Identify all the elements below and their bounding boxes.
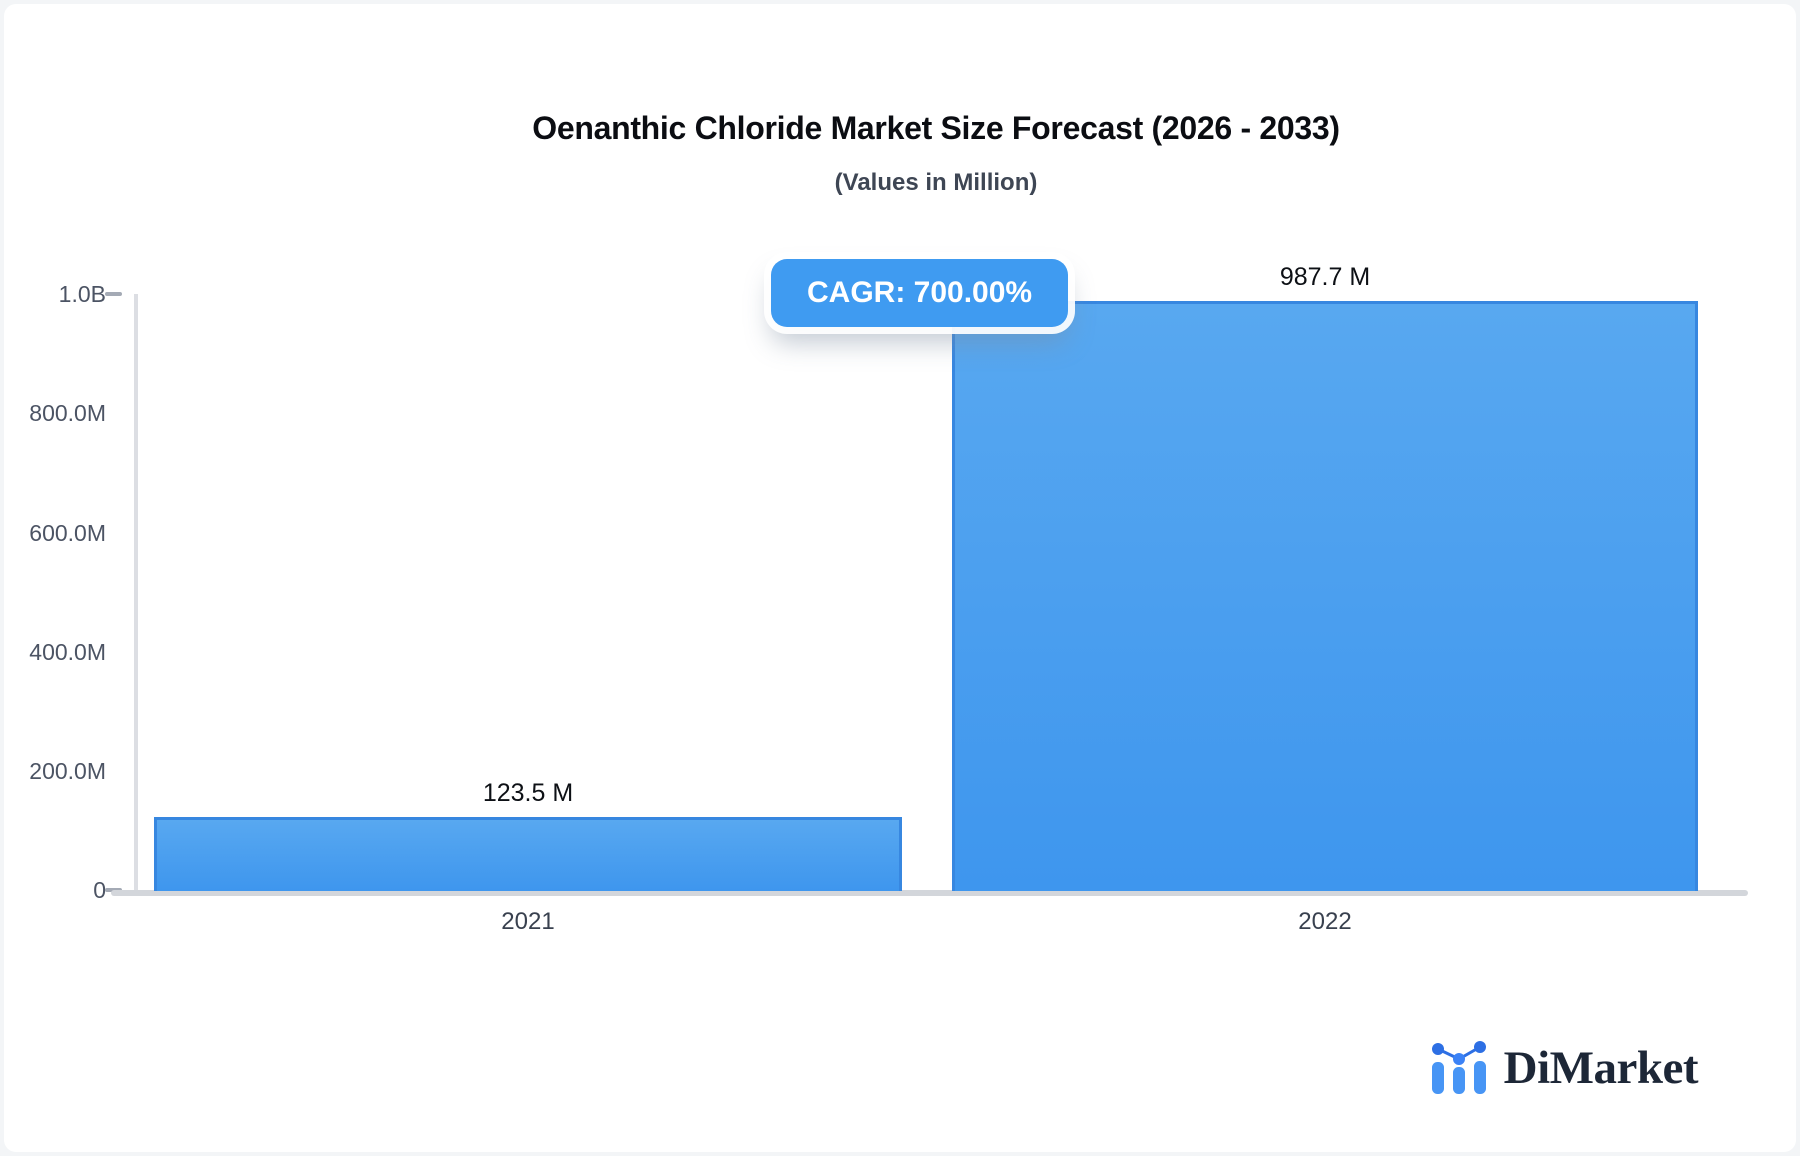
y-axis-tick-label: 200.0M bbox=[29, 758, 106, 784]
y-axis-tick-label: 1.0B bbox=[58, 281, 106, 307]
y-axis-tick-mark bbox=[105, 292, 122, 296]
x-axis-line bbox=[111, 890, 1748, 896]
cagr-badge: CAGR: 700.00% bbox=[771, 259, 1069, 327]
chart-subtitle: (Values in Million) bbox=[834, 169, 1038, 196]
bar-value-label: 987.7 M bbox=[1279, 263, 1371, 292]
y-axis-tick-label: 400.0M bbox=[29, 639, 106, 665]
y-axis-line bbox=[134, 294, 138, 891]
chart-card: Oenanthic Chloride Market Size Forecast … bbox=[4, 4, 1796, 1152]
bar-2021[interactable] bbox=[154, 817, 902, 891]
dimarket-logo[interactable]: DiMarket bbox=[1427, 1036, 1699, 1100]
x-axis-category-label: 2021 bbox=[501, 908, 555, 935]
y-axis-tick-label: 800.0M bbox=[29, 400, 106, 426]
x-axis-category-label: 2022 bbox=[1298, 908, 1352, 935]
chart-title: Oenanthic Chloride Market Size Forecast … bbox=[532, 110, 1340, 146]
y-axis-tick-label: 600.0M bbox=[29, 520, 106, 546]
logo-wordmark: DiMarket bbox=[1503, 1042, 1699, 1094]
y-axis-tick-label: 0 bbox=[93, 877, 106, 903]
bar-2022[interactable] bbox=[952, 301, 1698, 891]
bar-value-label: 123.5 M bbox=[482, 779, 574, 808]
bar-chart-logo-icon bbox=[1427, 1036, 1491, 1100]
